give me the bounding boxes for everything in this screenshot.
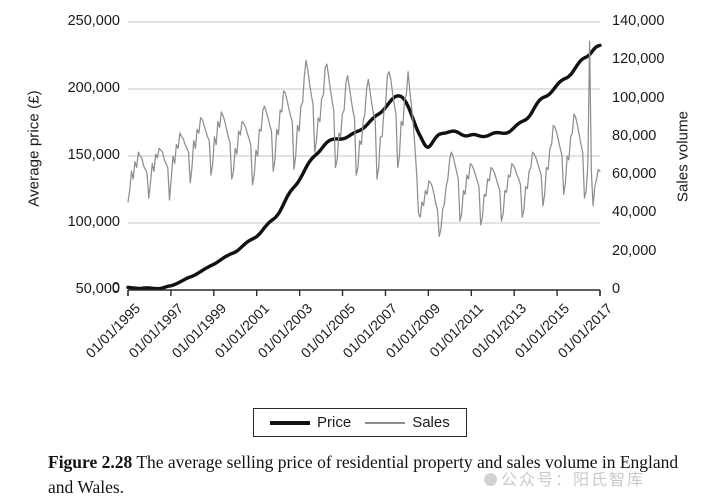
chart-legend: Price Sales	[253, 408, 467, 437]
right-axis-tick-label: 40,000	[612, 204, 657, 221]
chart-plot-area: Average price (£) Sales volume 01/01/199…	[26, 13, 692, 361]
figure-caption-text: The average selling price of residential…	[48, 452, 679, 497]
legend-swatch-sales-icon	[365, 421, 406, 424]
legend-swatch-price-icon	[270, 420, 310, 425]
figure-caption-label: Figure 2.28	[48, 452, 133, 472]
left-axis-tick-label: 250,000	[67, 13, 120, 29]
left-axis-tick-label: 100,000	[67, 214, 120, 230]
chart-svg	[126, 21, 602, 296]
legend-item-sales: Sales	[365, 414, 450, 431]
right-axis-tick-label: 100,000	[612, 89, 665, 106]
left-axis-tick-label: 150,000	[67, 147, 120, 163]
right-axis-tick-label: 60,000	[612, 166, 657, 183]
legend-item-price: Price	[270, 414, 351, 431]
legend-label-price: Price	[317, 414, 352, 431]
left-axis-zero-label: 0	[111, 280, 120, 296]
right-axis-tick-label: 0	[612, 281, 621, 297]
right-axis-tick-label: 140,000	[612, 13, 665, 29]
left-axis-tick-label: 50,000	[75, 281, 120, 297]
right-axis-tick-label: 120,000	[612, 51, 665, 68]
left-axis-tick-label: 200,000	[67, 80, 120, 96]
figure-caption: Figure 2.28 The average selling price of…	[48, 450, 688, 500]
legend-label-sales: Sales	[412, 414, 450, 431]
right-axis-tick-label: 80,000	[612, 127, 657, 144]
right-axis-tick-label: 20,000	[612, 242, 657, 259]
